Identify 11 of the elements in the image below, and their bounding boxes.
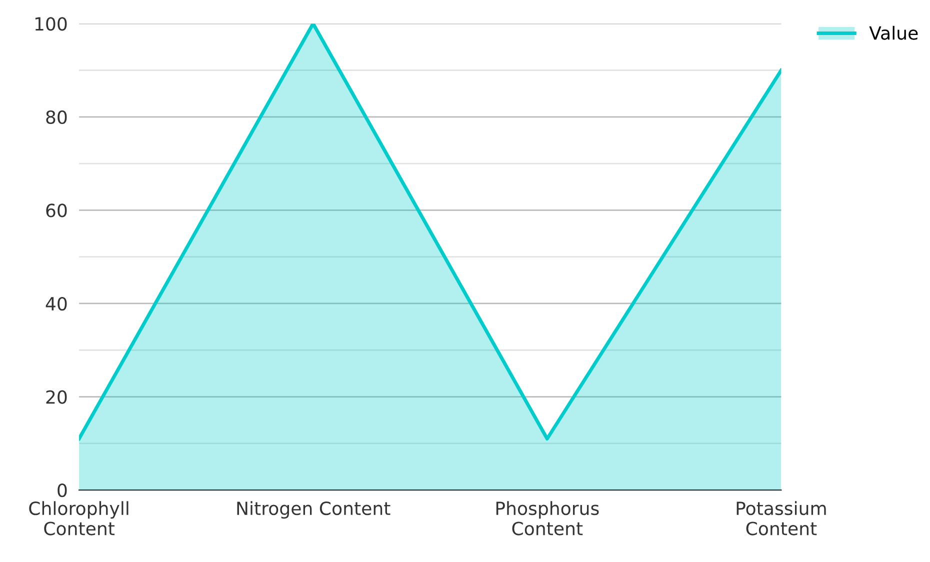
x-tick-label: Phosphorus Content: [496, 501, 599, 536]
legend-label: Value: [869, 26, 918, 40]
y-tick-label: 60: [46, 204, 67, 218]
x-tick-label: Chlorophyll Content: [29, 501, 128, 536]
x-tick-label: Potassium Content: [736, 501, 826, 536]
y-tick-label: 20: [46, 390, 67, 404]
y-tick-label: 80: [46, 110, 67, 124]
x-tick-label: Nitrogen Content: [237, 501, 390, 519]
y-tick-label: 0: [58, 484, 67, 498]
y-tick-label: 100: [35, 17, 67, 31]
y-tick-label: 40: [46, 296, 67, 311]
